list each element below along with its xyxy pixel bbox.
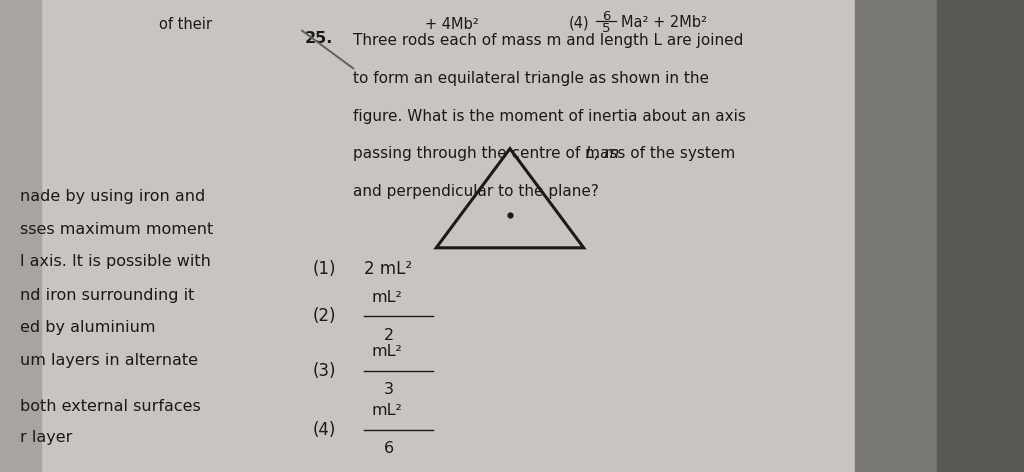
Text: nade by using iron and: nade by using iron and xyxy=(20,189,206,204)
Text: passing through the centre of mass of the system: passing through the centre of mass of th… xyxy=(353,146,735,161)
Text: to form an equilateral triangle as shown in the: to form an equilateral triangle as shown… xyxy=(353,71,710,86)
Text: r layer: r layer xyxy=(20,430,73,445)
Bar xyxy=(0,0,41,472)
Text: 6: 6 xyxy=(602,10,610,24)
Text: 3: 3 xyxy=(384,382,394,397)
Text: both external surfaces: both external surfaces xyxy=(20,399,202,414)
Bar xyxy=(937,0,1024,472)
Text: (3): (3) xyxy=(312,362,336,379)
Text: 2: 2 xyxy=(384,328,394,343)
Text: Three rods each of mass m and length L are joined: Three rods each of mass m and length L a… xyxy=(353,33,743,48)
Text: (2): (2) xyxy=(312,307,336,325)
Text: and perpendicular to the plane?: and perpendicular to the plane? xyxy=(353,184,599,199)
Text: 6: 6 xyxy=(384,441,394,456)
Bar xyxy=(855,0,937,472)
Text: sses maximum moment: sses maximum moment xyxy=(20,222,214,237)
Text: 25.: 25. xyxy=(305,31,334,46)
Text: of their: of their xyxy=(159,17,212,32)
Text: nd iron surrounding it: nd iron surrounding it xyxy=(20,288,195,303)
Text: figure. What is the moment of inertia about an axis: figure. What is the moment of inertia ab… xyxy=(353,109,746,124)
Text: (4): (4) xyxy=(568,15,589,30)
Text: + 4Mb²: + 4Mb² xyxy=(425,17,478,32)
Text: l axis. It is possible with: l axis. It is possible with xyxy=(20,254,211,269)
Text: mL²: mL² xyxy=(372,403,402,418)
Text: 2 mL²: 2 mL² xyxy=(364,260,412,278)
Text: mL²: mL² xyxy=(372,290,402,305)
Text: um layers in alternate: um layers in alternate xyxy=(20,353,199,368)
Text: mL²: mL² xyxy=(372,344,402,359)
Text: 5: 5 xyxy=(602,22,610,35)
Text: Ma² + 2Mb²: Ma² + 2Mb² xyxy=(621,15,707,30)
Text: (4): (4) xyxy=(312,421,336,438)
Text: L, m: L, m xyxy=(586,146,618,161)
Text: (1): (1) xyxy=(312,260,336,278)
Text: ed by aluminium: ed by aluminium xyxy=(20,320,156,335)
Bar xyxy=(0,0,855,472)
